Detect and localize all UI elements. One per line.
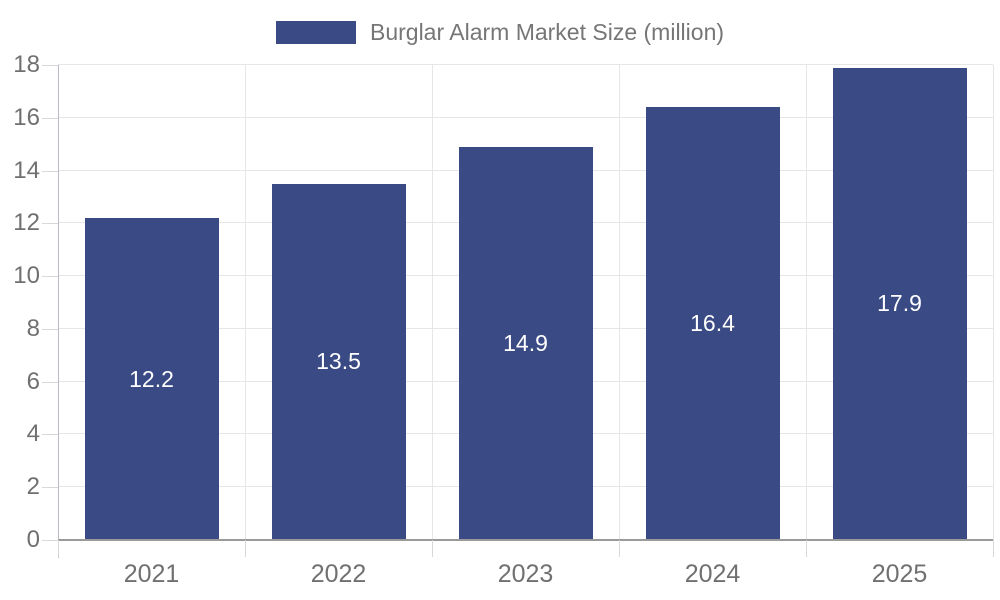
bar-value-label: 17.9 <box>877 290 922 317</box>
y-tick <box>42 381 58 383</box>
y-tick <box>42 434 58 436</box>
bar-value-label: 12.2 <box>129 365 174 392</box>
y-tick-label: 12 <box>13 209 40 237</box>
y-tick <box>42 170 58 172</box>
x-tick-label: 2022 <box>310 560 367 588</box>
x-axis-line <box>58 539 993 541</box>
y-tick-label: 2 <box>26 473 40 501</box>
y-tick-label: 4 <box>26 420 40 448</box>
gridline-horizontal <box>58 64 993 65</box>
y-tick <box>42 117 58 119</box>
y-tick <box>42 328 58 330</box>
x-tick <box>432 540 433 557</box>
plot-area: 12.2 13.5 14.9 16.4 17.9 <box>58 64 994 540</box>
gridline-horizontal <box>58 116 993 118</box>
y-tick-label: 10 <box>13 262 40 290</box>
y-tick-label: 0 <box>26 526 40 553</box>
bar[interactable]: 17.9 <box>832 67 967 540</box>
y-tick <box>42 223 58 225</box>
y-tick-label: 16 <box>13 103 40 131</box>
x-tick-label: 2021 <box>123 560 180 588</box>
bar-value-label: 14.9 <box>503 329 548 356</box>
bar[interactable]: 14.9 <box>458 146 593 540</box>
gridline-vertical <box>619 65 620 540</box>
gridline-vertical <box>245 65 246 540</box>
y-tick <box>42 540 58 541</box>
x-tick-label: 2024 <box>684 560 741 588</box>
bar[interactable]: 13.5 <box>271 183 406 540</box>
y-axis-line <box>58 65 59 558</box>
x-tick <box>245 540 246 557</box>
y-tick <box>42 487 58 489</box>
bar[interactable]: 12.2 <box>84 218 219 540</box>
y-tick <box>42 276 58 278</box>
y-tick <box>42 65 58 66</box>
bar[interactable]: 16.4 <box>645 107 780 540</box>
legend-swatch-icon <box>275 20 356 44</box>
x-tick <box>993 540 994 557</box>
gridline-vertical <box>432 65 433 540</box>
x-tick-label: 2025 <box>871 560 928 588</box>
x-tick-label: 2023 <box>497 560 554 588</box>
y-tick-label: 8 <box>26 314 40 342</box>
legend[interactable]: Burglar Alarm Market Size (million) <box>0 17 1000 47</box>
gridline-vertical <box>993 65 994 540</box>
x-tick <box>58 540 59 557</box>
x-tick <box>806 540 807 557</box>
gridline-vertical <box>806 65 807 540</box>
y-tick-label: 18 <box>13 51 40 78</box>
y-tick-label: 14 <box>13 156 40 184</box>
x-tick <box>619 540 620 557</box>
y-tick-label: 6 <box>26 367 40 395</box>
bar-value-label: 13.5 <box>316 348 361 375</box>
bar-value-label: 16.4 <box>690 310 735 337</box>
legend-label: Burglar Alarm Market Size (million) <box>369 18 725 45</box>
